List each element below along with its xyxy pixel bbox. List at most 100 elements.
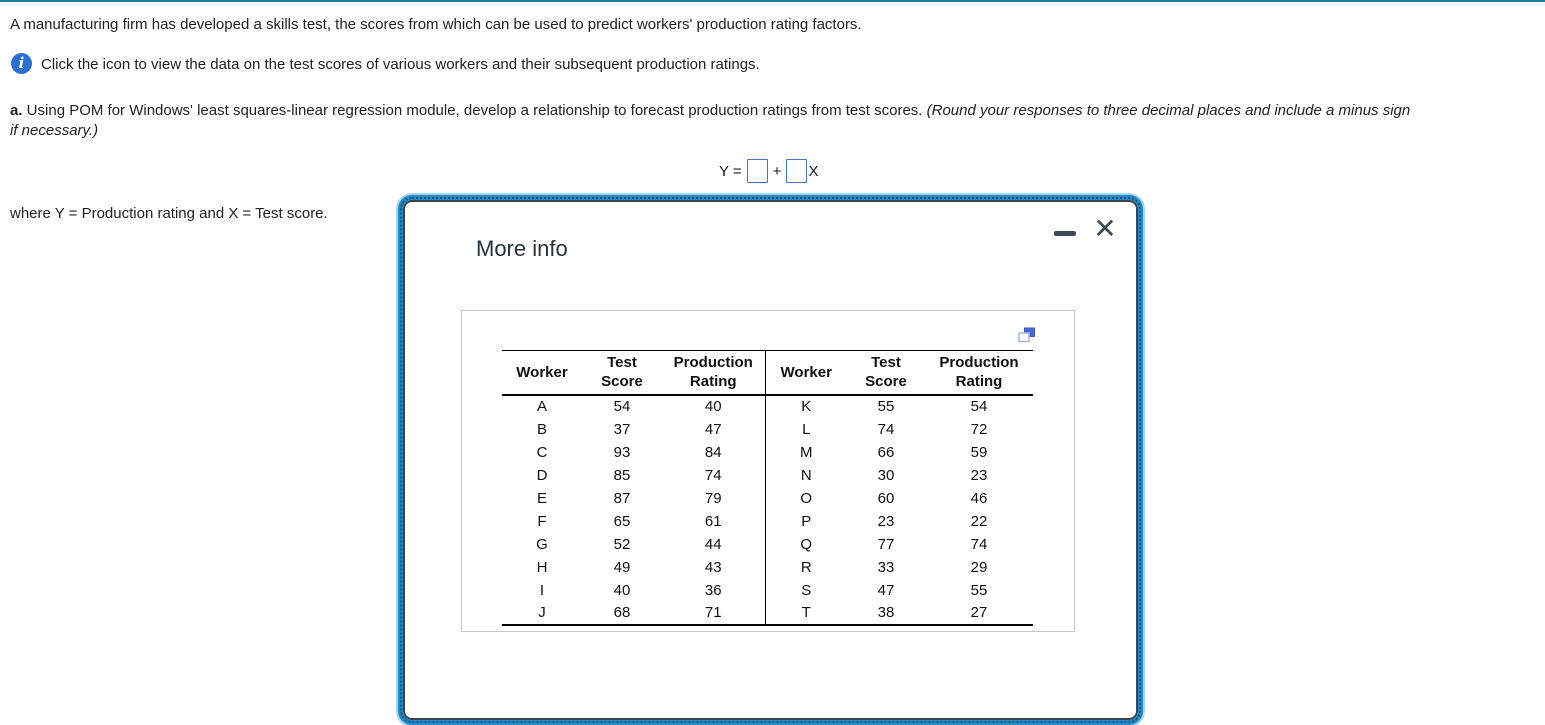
table-row: H 49 43 R 33 29 <box>502 555 1033 579</box>
table-row: I 40 36 S 47 55 <box>502 578 1033 602</box>
table-cell: 54 <box>970 398 988 415</box>
table-row: C 93 84 M 66 59 <box>502 440 1033 464</box>
table-cell: 47 <box>662 417 766 441</box>
table-cell: 43 <box>662 555 766 579</box>
table-cell: 23 <box>970 466 988 484</box>
close-icon[interactable]: ✕ <box>1093 213 1117 244</box>
table-cell: J <box>502 601 582 626</box>
table-cell: K <box>801 398 812 415</box>
table-cell: 87 <box>613 489 631 507</box>
table-cell: 55 <box>970 581 988 599</box>
dialog-title: More info <box>476 236 568 261</box>
table-cell: 79 <box>662 486 766 510</box>
data-panel: Worker Test Score Production Rating Worker Tes… <box>461 310 1075 632</box>
formula-plus: + <box>772 162 782 180</box>
slope-input[interactable] <box>786 159 808 183</box>
info-icon[interactable]: i <box>11 53 32 74</box>
table-cell: 52 <box>613 535 631 553</box>
table-cell: M <box>800 443 813 461</box>
table-cell: 30 <box>877 466 895 484</box>
column-header: Production Rating <box>925 350 1033 396</box>
table-cell: 38 <box>847 601 925 626</box>
table-cell: S <box>801 581 812 599</box>
table-cell: P <box>801 512 812 530</box>
table-cell: 54 <box>613 398 631 415</box>
table-row: A 54 40 K 55 54 <box>502 394 1033 418</box>
table-row: D 85 74 N 30 23 <box>502 463 1033 487</box>
header-row: Worker Test Score Production Rating Worker Tes… <box>502 350 1033 396</box>
column-header: Production Rating <box>662 350 766 396</box>
part-a-note-line2: if necessary.) <box>10 122 99 139</box>
minimize-icon[interactable] <box>1054 231 1076 236</box>
table-cell: 85 <box>613 466 631 484</box>
table-cell: B <box>536 420 547 438</box>
worker-scores-table: Worker Test Score Production Rating Worker Tes… <box>502 350 1033 626</box>
table-cell: 23 <box>877 512 895 530</box>
table-cell: 74 <box>877 420 895 438</box>
part-a-body: Using POM for Windows' least squares-lin… <box>22 102 927 119</box>
table-cell: E <box>536 489 547 507</box>
intercept-input[interactable] <box>746 159 768 183</box>
table-cell: 66 <box>877 443 895 461</box>
column-header: Worker <box>502 350 582 396</box>
table-cell: G <box>536 535 548 553</box>
formula-x-suffix: X <box>808 162 819 180</box>
table-cell: D <box>536 466 548 484</box>
table-cell: 65 <box>613 512 631 530</box>
table-cell: 77 <box>877 535 895 553</box>
column-header: Test Score <box>582 350 662 396</box>
variable-definition-text: where Y = Production rating and X = Test… <box>10 205 328 222</box>
table-cell: T <box>765 601 847 626</box>
data-table-body: A 54 40 K 55 54 B 37 47 L 74 72 C 93 84 M 66 59 D 85 74 N 30 23… <box>502 394 1033 626</box>
table-cell: C <box>536 443 548 461</box>
table-cell: 72 <box>970 420 988 438</box>
table-cell: 44 <box>662 532 766 556</box>
table-cell: 74 <box>970 535 988 553</box>
table-cell: 68 <box>582 601 662 626</box>
table-cell: A <box>536 398 547 415</box>
table-cell: 47 <box>877 581 895 599</box>
table-cell: 46 <box>970 489 988 507</box>
table-cell: 59 <box>970 443 988 461</box>
table-cell: 22 <box>970 512 988 530</box>
table-cell: N <box>800 466 812 484</box>
table-cell: 71 <box>662 601 766 626</box>
table-header: Worker Test Score Production Rating Worker Tes… <box>502 350 1033 396</box>
column-header: Test Score <box>847 350 925 396</box>
table-cell: 27 <box>925 601 1033 626</box>
top-divider-bar <box>0 0 1545 2</box>
table-cell: 84 <box>662 440 766 464</box>
popout-icon[interactable] <box>1018 327 1036 343</box>
table-row: B 37 47 L 74 72 <box>502 417 1033 441</box>
table-row: F 65 61 P 23 22 <box>502 509 1033 533</box>
info-instruction-text: Click the icon to view the data on the t… <box>41 56 760 73</box>
table-cell: 49 <box>613 558 631 576</box>
table-row: E 87 79 O 60 46 <box>502 486 1033 510</box>
table-cell: 36 <box>662 578 766 602</box>
table-cell: 37 <box>613 420 631 438</box>
table-cell: L <box>802 420 811 438</box>
more-info-dialog: More info ✕ Worker Test Score Production Rat… <box>398 195 1143 725</box>
question-intro-text: A manufacturing firm has developed a ski… <box>10 16 862 33</box>
table-cell: 40 <box>662 394 766 418</box>
table-cell: O <box>800 489 813 507</box>
part-a-label: a. <box>10 102 23 119</box>
table-cell: I <box>539 581 545 599</box>
table-cell: 40 <box>613 581 631 599</box>
table-cell: 61 <box>662 509 766 533</box>
formula-lhs: Y = <box>719 162 742 180</box>
table-cell: 29 <box>970 558 988 576</box>
part-a-text: a. Using POM for Windows' least squares-… <box>10 101 1538 141</box>
table-cell: 60 <box>877 489 895 507</box>
table-cell: F <box>537 512 547 530</box>
column-header: Worker <box>765 350 847 396</box>
table-row: G 52 44 Q 77 74 <box>502 532 1033 556</box>
table-cell: 74 <box>662 463 766 487</box>
table-cell: R <box>800 558 812 576</box>
table-cell: 33 <box>877 558 895 576</box>
table-cell: 55 <box>877 398 895 415</box>
part-a-note-line1: (Round your responses to three decimal p… <box>926 102 1411 119</box>
table-row: J 68 71 T 38 27 <box>502 601 1033 626</box>
table-cell: Q <box>800 535 813 553</box>
regression-formula: Y = + X <box>719 159 818 183</box>
